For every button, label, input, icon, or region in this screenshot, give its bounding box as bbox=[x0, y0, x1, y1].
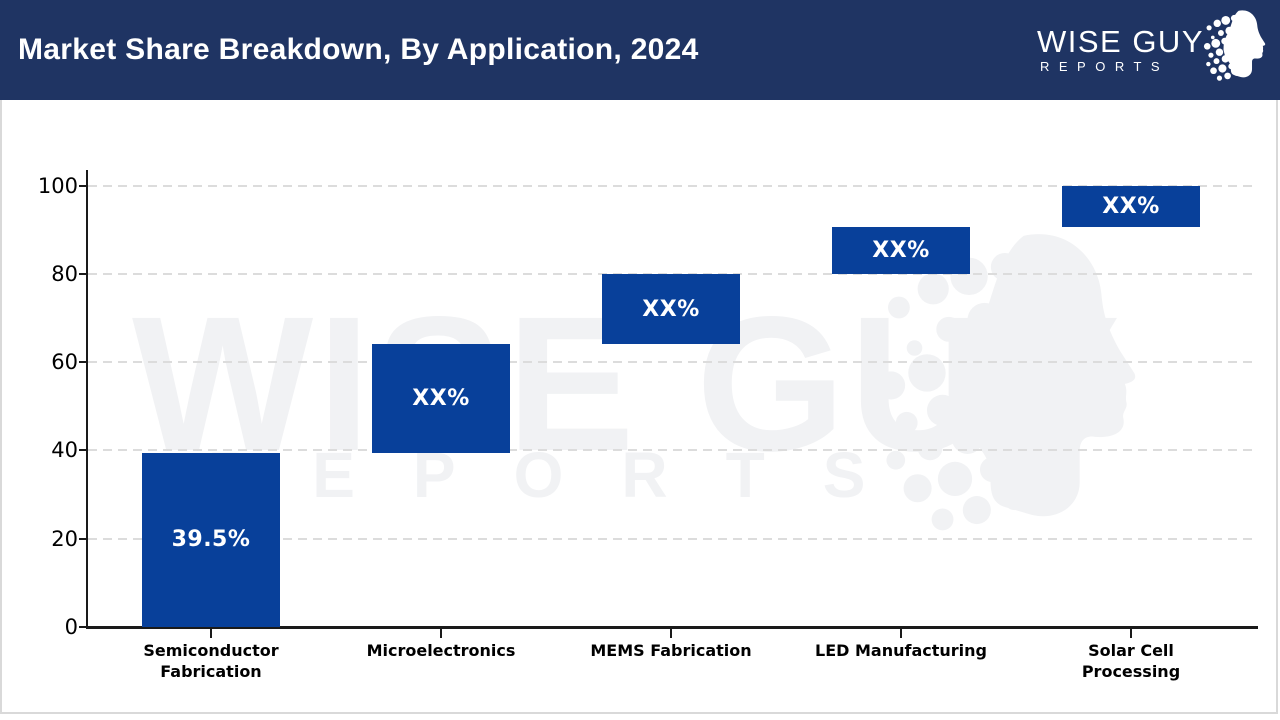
logo-name: WISE GUY bbox=[1036, 24, 1204, 59]
x-tick-1 bbox=[210, 629, 212, 638]
y-tick-label-80: 80 bbox=[51, 261, 78, 286]
y-tick-100 bbox=[79, 184, 88, 187]
y-tick-20 bbox=[79, 537, 88, 540]
x-tick-5 bbox=[1130, 629, 1132, 638]
y-tick-label-0: 0 bbox=[64, 615, 78, 639]
bar-segment-4: XX% bbox=[832, 227, 970, 274]
page-title: Market Share Breakdown, By Application, … bbox=[18, 33, 699, 66]
x-category-label: Semiconductor Fabrication bbox=[143, 641, 279, 681]
x-axis-spine bbox=[86, 626, 1258, 629]
y-tick-60 bbox=[79, 361, 88, 364]
x-category-label: MEMS Fabrication bbox=[590, 641, 752, 660]
bar-value-label: 39.5% bbox=[171, 527, 251, 553]
x-tick-2 bbox=[440, 629, 442, 638]
logo-text: WISE GUY REPORTS bbox=[1036, 24, 1204, 75]
gridline-60 bbox=[88, 361, 1258, 364]
y-tick-label-100: 100 bbox=[37, 173, 78, 198]
y-tick-label-20: 20 bbox=[51, 526, 78, 551]
y-tick-label-40: 40 bbox=[51, 438, 78, 463]
bar-value-label: XX% bbox=[872, 238, 930, 264]
face-logo-icon bbox=[1203, 10, 1266, 81]
bar-value-label: XX% bbox=[412, 386, 470, 412]
gridline-40 bbox=[88, 449, 1258, 452]
y-tick-label-60: 60 bbox=[51, 350, 78, 375]
x-category-label: Microelectronics bbox=[366, 641, 516, 660]
logo-subname: REPORTS bbox=[1039, 59, 1170, 74]
bar-value-label: XX% bbox=[642, 296, 700, 322]
gridline-100 bbox=[88, 184, 1258, 187]
y-axis-spine bbox=[86, 170, 88, 628]
wise-guy-logo: WISE GUY REPORTS bbox=[1037, 0, 1272, 100]
bar-segment-1: 39.5% bbox=[142, 452, 280, 627]
y-tick-0 bbox=[79, 626, 88, 628]
y-tick-80 bbox=[79, 272, 88, 275]
bar-value-label: XX% bbox=[1102, 193, 1160, 219]
gridline-20 bbox=[88, 537, 1258, 540]
header: Market Share Breakdown, By Application, … bbox=[0, 0, 1280, 100]
bar-segment-3: XX% bbox=[602, 273, 740, 345]
x-tick-4 bbox=[900, 629, 902, 638]
bar-segment-2: XX% bbox=[372, 344, 510, 453]
x-category-label: Solar Cell Processing bbox=[1081, 641, 1181, 681]
y-tick-40 bbox=[79, 449, 88, 452]
bar-segment-5: XX% bbox=[1062, 185, 1200, 228]
x-tick-3 bbox=[670, 629, 672, 638]
x-category-label: LED Manufacturing bbox=[815, 641, 987, 660]
